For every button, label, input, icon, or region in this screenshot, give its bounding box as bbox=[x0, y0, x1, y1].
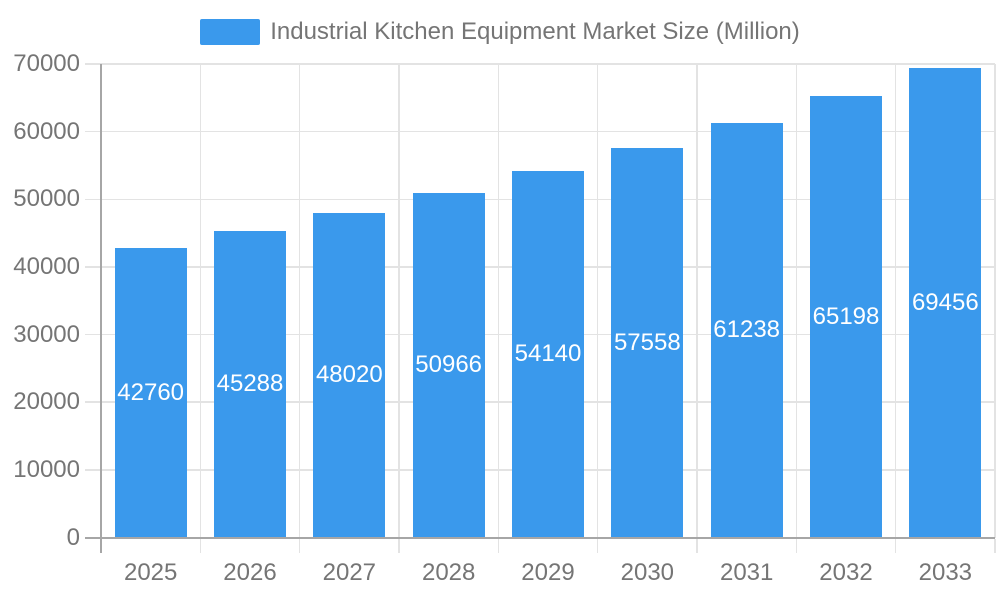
bar-value-label: 45288 bbox=[216, 370, 284, 398]
bar-value-label: 57558 bbox=[613, 328, 681, 356]
x-gridline bbox=[795, 64, 798, 538]
y-axis-tick bbox=[85, 401, 101, 403]
x-axis-tick-label: 2025 bbox=[123, 559, 178, 586]
bar[interactable]: 50966 bbox=[412, 192, 485, 538]
x-gridline bbox=[596, 64, 599, 538]
bar[interactable]: 54140 bbox=[512, 171, 584, 538]
x-axis-tick-label: 2032 bbox=[819, 559, 873, 586]
y-axis-tick-label: 0 bbox=[66, 523, 80, 551]
x-axis-tick-label: 2030 bbox=[620, 559, 675, 586]
bar-value-label: 42760 bbox=[117, 378, 185, 406]
x-axis-tick-label: 2033 bbox=[918, 559, 973, 586]
bar[interactable]: 61238 bbox=[710, 123, 783, 538]
y-axis-tick bbox=[85, 198, 101, 201]
y-gridline bbox=[101, 130, 995, 133]
y-axis-tick bbox=[85, 333, 101, 336]
y-axis-tick-label: 40000 bbox=[13, 252, 80, 280]
y-axis-tick-label: 70000 bbox=[13, 50, 80, 77]
y-axis-tick-label: 60000 bbox=[13, 117, 80, 145]
bar-value-label: 50966 bbox=[415, 351, 483, 379]
legend-title: Industrial Kitchen Equipment Market Size… bbox=[270, 18, 800, 45]
x-gridline bbox=[398, 64, 400, 538]
x-axis-tick-label: 2029 bbox=[521, 559, 575, 586]
x-gridline bbox=[298, 64, 301, 538]
x-gridline bbox=[994, 64, 996, 538]
bar-value-label: 69456 bbox=[911, 288, 979, 316]
y-axis-tick bbox=[85, 130, 101, 133]
legend[interactable]: Industrial Kitchen Equipment Market Size… bbox=[0, 18, 1000, 45]
x-axis-tick-label: 2031 bbox=[719, 559, 774, 586]
y-axis-tick-label: 30000 bbox=[13, 320, 80, 348]
bar-value-label: 54140 bbox=[514, 340, 582, 368]
y-axis-tick-label: 50000 bbox=[13, 185, 80, 213]
x-axis-tick-label: 2027 bbox=[322, 559, 377, 586]
y-gridline bbox=[101, 63, 995, 65]
x-axis-line bbox=[85, 536, 995, 539]
y-axis-line bbox=[100, 64, 102, 553]
x-axis-tick-label: 2026 bbox=[223, 559, 277, 586]
x-axis-tick bbox=[199, 539, 202, 553]
x-axis-tick bbox=[497, 539, 500, 553]
y-axis-tick bbox=[85, 469, 101, 471]
bar[interactable]: 57558 bbox=[611, 148, 684, 538]
x-axis-tick bbox=[596, 539, 599, 553]
bar[interactable]: 69456 bbox=[909, 67, 982, 538]
x-axis-tick-label: 2028 bbox=[421, 559, 476, 586]
x-gridline bbox=[497, 64, 500, 538]
x-axis-tick bbox=[795, 539, 798, 553]
legend-swatch bbox=[200, 18, 261, 45]
x-gridline bbox=[199, 64, 202, 538]
x-axis-tick bbox=[298, 539, 301, 553]
bar[interactable]: 42760 bbox=[114, 248, 187, 538]
y-axis-tick bbox=[85, 266, 101, 268]
x-axis-tick bbox=[398, 539, 400, 553]
x-gridline bbox=[894, 64, 897, 538]
x-gridline bbox=[696, 64, 698, 538]
x-axis-tick bbox=[696, 539, 698, 553]
bar-value-label: 48020 bbox=[315, 361, 383, 389]
bar-value-label: 61238 bbox=[713, 316, 781, 344]
y-axis-tick-label: 20000 bbox=[13, 388, 80, 416]
y-axis-tick-label: 10000 bbox=[13, 455, 80, 483]
x-axis-tick bbox=[894, 539, 897, 553]
bar-value-label: 65198 bbox=[812, 302, 880, 330]
x-axis-tick bbox=[994, 539, 996, 553]
bar[interactable]: 48020 bbox=[313, 212, 386, 538]
bar[interactable]: 45288 bbox=[214, 231, 286, 538]
bar[interactable]: 65198 bbox=[810, 96, 882, 538]
y-axis-tick bbox=[85, 63, 101, 65]
